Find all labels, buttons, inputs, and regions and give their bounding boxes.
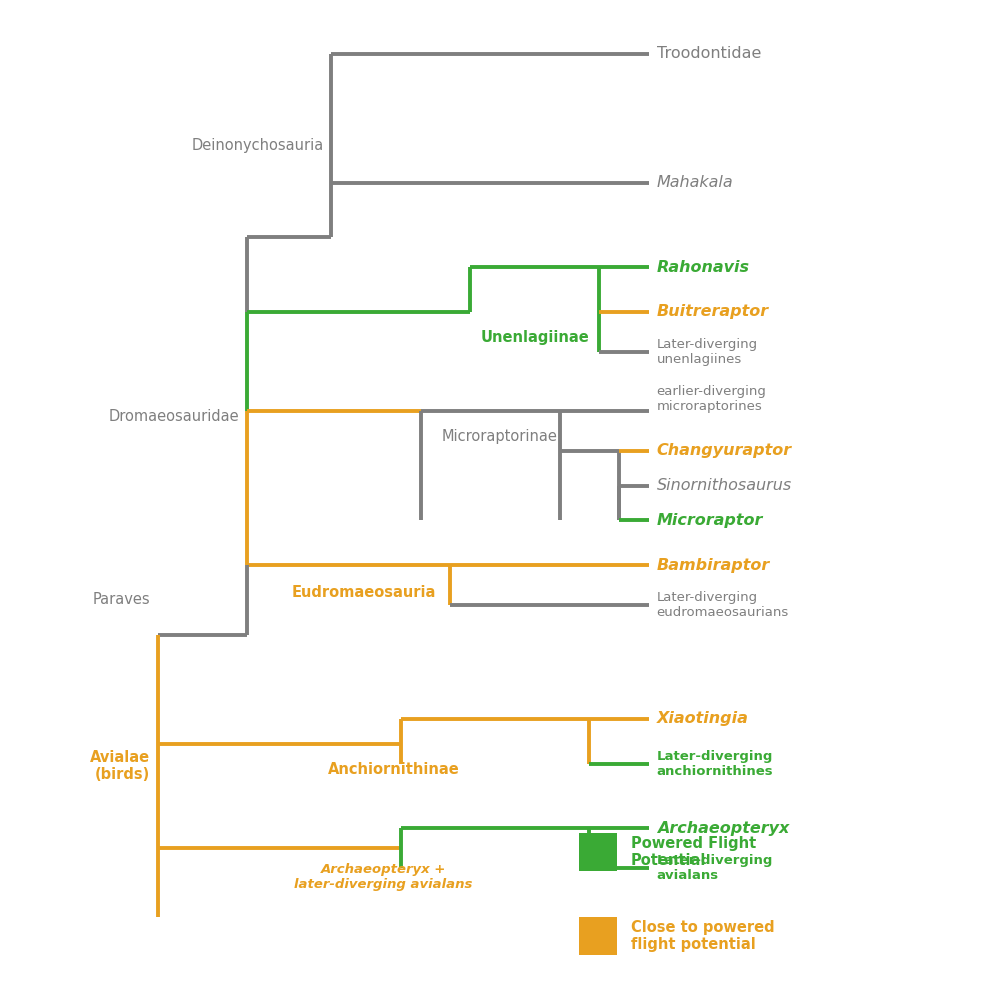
Text: Rahonavis: Rahonavis: [657, 259, 750, 274]
Text: Unenlagiinae: Unenlagiinae: [480, 329, 589, 344]
FancyBboxPatch shape: [579, 918, 617, 955]
Text: Eudromaeosauria: Eudromaeosauria: [291, 585, 436, 600]
Text: Paraves: Paraves: [92, 593, 150, 608]
Text: Bambiraptor: Bambiraptor: [657, 558, 770, 573]
Text: Deinonychosauria: Deinonychosauria: [191, 138, 323, 153]
Text: Later-diverging
avialans: Later-diverging avialans: [657, 854, 773, 882]
Text: Anchiornithinae: Anchiornithinae: [328, 762, 459, 777]
Text: Powered Flight
Potential: Powered Flight Potential: [631, 836, 756, 868]
Text: Troodontidae: Troodontidae: [657, 46, 761, 61]
Text: Close to powered
flight potential: Close to powered flight potential: [631, 920, 775, 953]
Text: Buitreraptor: Buitreraptor: [657, 304, 769, 319]
Text: earlier-diverging
microraptorines: earlier-diverging microraptorines: [657, 385, 767, 413]
Text: Later-diverging
anchiornithines: Later-diverging anchiornithines: [657, 750, 773, 778]
Text: Archaeopteryx +
later-diverging avialans: Archaeopteryx + later-diverging avialans: [294, 863, 473, 891]
FancyBboxPatch shape: [579, 833, 617, 871]
Text: Dromaeosauridae: Dromaeosauridae: [109, 408, 239, 423]
Text: Avialae
(birds): Avialae (birds): [90, 750, 150, 782]
Text: Microraptor: Microraptor: [657, 513, 763, 528]
Text: Later-diverging
eudromaeosaurians: Later-diverging eudromaeosaurians: [657, 591, 789, 619]
Text: Mahakala: Mahakala: [657, 175, 733, 190]
Text: Changyuraptor: Changyuraptor: [657, 443, 792, 458]
Text: Microraptorinae: Microraptorinae: [442, 429, 558, 444]
Text: Later-diverging
unenlagiines: Later-diverging unenlagiines: [657, 337, 758, 365]
Text: Archaeopteryx: Archaeopteryx: [657, 821, 789, 836]
Text: Xiaotingia: Xiaotingia: [657, 712, 749, 727]
Text: Sinornithosaurus: Sinornithosaurus: [657, 478, 792, 493]
